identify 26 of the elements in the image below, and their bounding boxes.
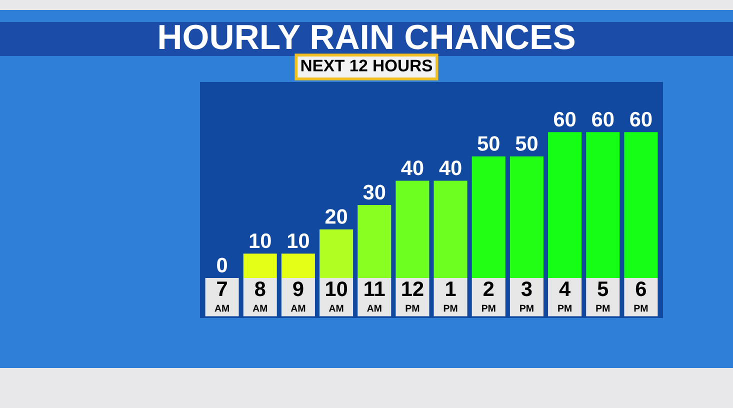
data-label: 0 [217, 258, 227, 272]
x-tick-label: 7 AM [214, 282, 229, 312]
x-tick-label: 5 PM [596, 282, 610, 312]
data-label: 40 [401, 160, 424, 176]
x-tick-label: 3 PM [520, 281, 534, 312]
data-label: 10 [250, 233, 271, 248]
data-label: 10 [288, 233, 309, 248]
data-label: 30 [363, 184, 386, 200]
data-label: 50 [516, 136, 538, 151]
x-tick-label: 11 AM [364, 282, 385, 312]
data-label: 60 [630, 112, 652, 127]
data-label: 40 [439, 160, 462, 176]
data-label: 60 [554, 112, 576, 127]
chart-title: HOURLY RAIN CHANCES [159, 24, 574, 50]
x-tick-label: 10 AM [326, 281, 348, 312]
data-label: 60 [592, 112, 614, 127]
x-tick-label: 8 AM [252, 281, 268, 312]
data-label: 20 [325, 209, 348, 224]
chart-subtitle: NEXT 12 HOURS [301, 60, 432, 72]
x-tick-label: 1 PM [444, 282, 458, 312]
x-tick-label: 9 AM [290, 281, 306, 312]
data-label: 50 [478, 136, 500, 151]
x-tick-label: 6 PM [634, 281, 648, 312]
x-tick-label: 12 PM [402, 281, 424, 312]
x-tick-label: 4 PM [558, 282, 572, 312]
x-tick-label: 2 PM [482, 281, 496, 312]
